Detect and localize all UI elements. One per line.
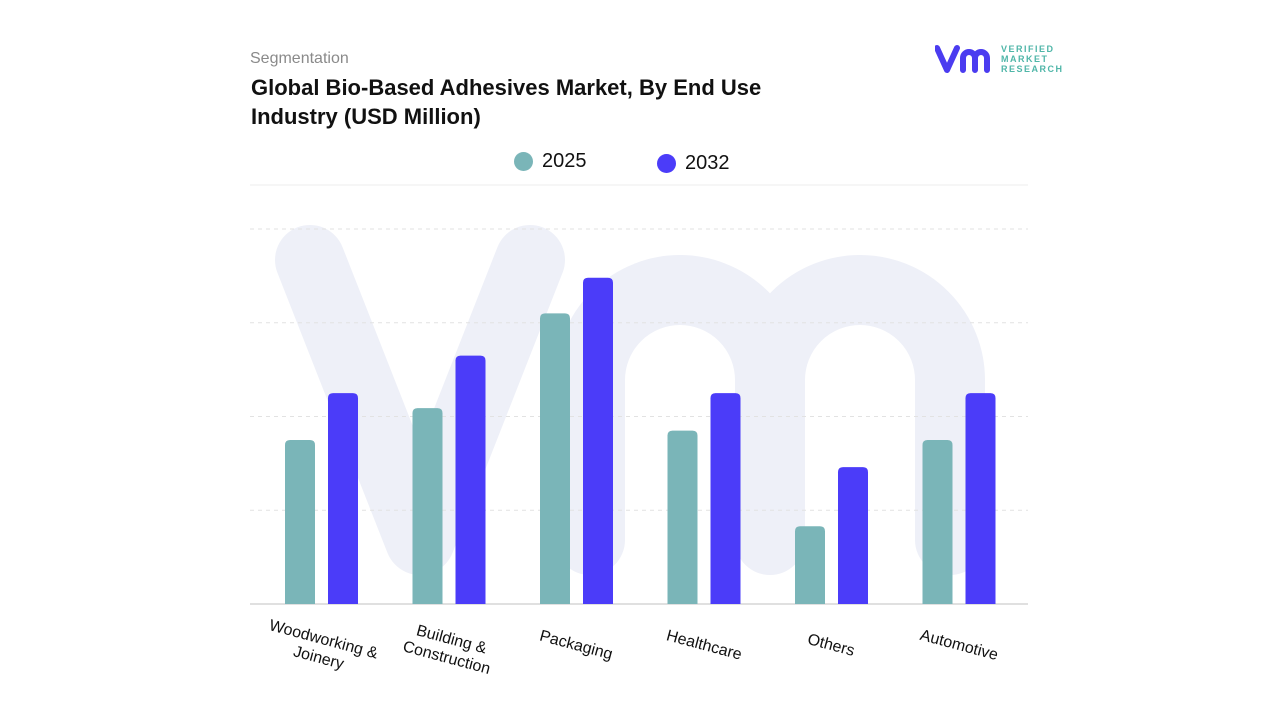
bar-2032-0 bbox=[328, 393, 358, 604]
bar-2032-2 bbox=[583, 277, 613, 604]
vmr-logo-icon bbox=[935, 45, 990, 73]
legend: 2025 2032 bbox=[0, 150, 1280, 176]
legend-swatch-2025 bbox=[514, 152, 533, 171]
bar-2032-5 bbox=[965, 393, 996, 604]
logo: VERIFIED MARKET RESEARCH bbox=[935, 44, 1064, 74]
bar-2025-4 bbox=[795, 526, 825, 604]
bar-2025-5 bbox=[922, 439, 953, 604]
bar-2032-1 bbox=[455, 355, 486, 604]
legend-label: 2032 bbox=[685, 152, 730, 174]
chart-title: Global Bio-Based Adhesives Market, By En… bbox=[251, 75, 762, 129]
legend-item-2025: 2025 bbox=[514, 150, 587, 173]
subtitle: Segmentation bbox=[250, 50, 349, 67]
bar-2032-3 bbox=[710, 393, 741, 604]
bar-2032-4 bbox=[838, 467, 868, 604]
bar-2025-0 bbox=[285, 439, 315, 604]
logo-text: VERIFIED MARKET RESEARCH bbox=[1001, 44, 1064, 74]
legend-item-2032: 2032 bbox=[657, 152, 730, 175]
legend-label: 2025 bbox=[542, 150, 587, 172]
bar-2025-3 bbox=[667, 430, 698, 604]
legend-swatch-2032 bbox=[657, 154, 676, 173]
bar-2025-2 bbox=[540, 313, 570, 604]
bar-2025-1 bbox=[412, 408, 443, 604]
